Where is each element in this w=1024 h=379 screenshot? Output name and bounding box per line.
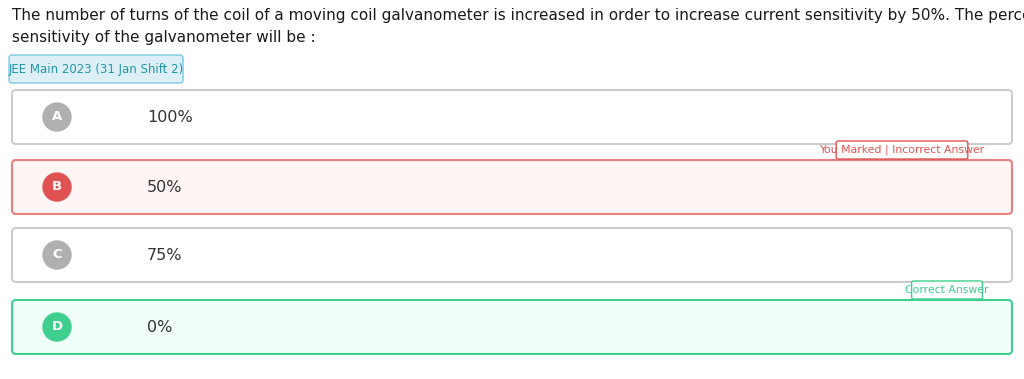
Text: B: B [52, 180, 62, 194]
FancyBboxPatch shape [911, 281, 982, 299]
Text: Correct Answer: Correct Answer [905, 285, 989, 295]
Text: C: C [52, 249, 61, 262]
Text: 0%: 0% [147, 319, 172, 335]
Text: 75%: 75% [147, 247, 182, 263]
FancyBboxPatch shape [9, 55, 183, 83]
Text: sensitivity of the galvanometer will be :: sensitivity of the galvanometer will be … [12, 30, 315, 45]
FancyBboxPatch shape [12, 160, 1012, 214]
Text: D: D [51, 321, 62, 334]
Circle shape [43, 173, 71, 201]
FancyBboxPatch shape [837, 141, 968, 159]
FancyBboxPatch shape [12, 228, 1012, 282]
Text: 50%: 50% [147, 180, 182, 194]
Circle shape [43, 103, 71, 131]
FancyBboxPatch shape [12, 90, 1012, 144]
FancyBboxPatch shape [12, 300, 1012, 354]
Text: The number of turns of the coil of a moving coil galvanometer is increased in or: The number of turns of the coil of a mov… [12, 8, 1024, 23]
Text: You Marked | Incorrect Answer: You Marked | Incorrect Answer [819, 145, 984, 155]
Circle shape [43, 313, 71, 341]
Text: A: A [52, 111, 62, 124]
Text: 100%: 100% [147, 110, 193, 124]
Circle shape [43, 241, 71, 269]
Text: JEE Main 2023 (31 Jan Shift 2): JEE Main 2023 (31 Jan Shift 2) [8, 63, 183, 75]
